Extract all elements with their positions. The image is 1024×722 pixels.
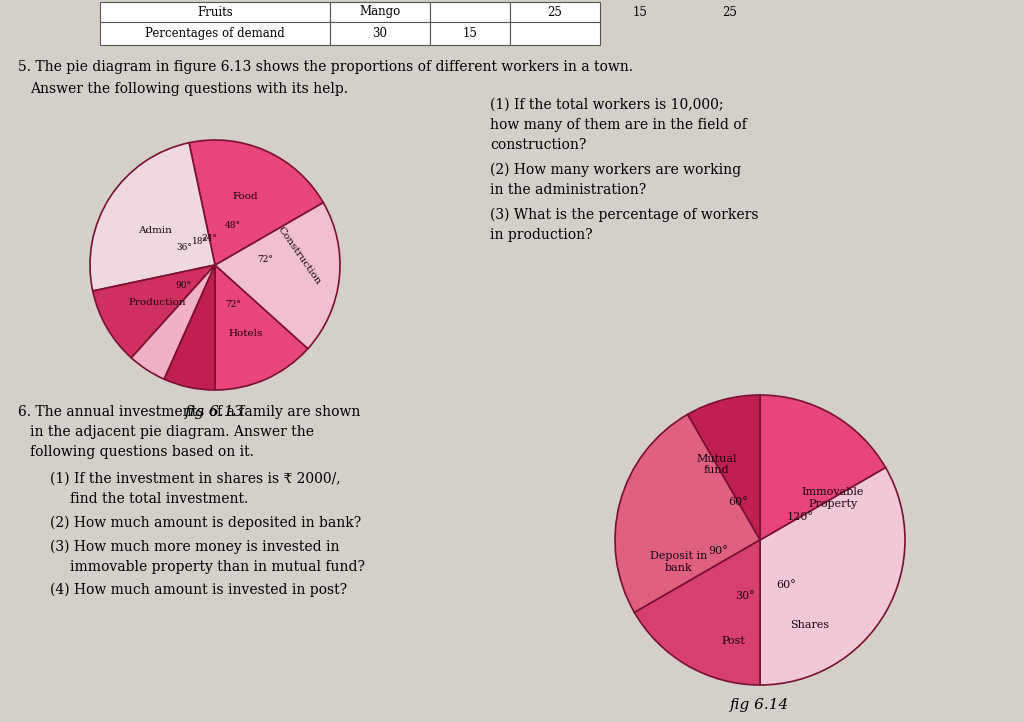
Text: (1) If the investment in shares is ₹ 2000/,: (1) If the investment in shares is ₹ 200… (50, 472, 341, 486)
Text: (3) What is the percentage of workers: (3) What is the percentage of workers (490, 208, 759, 222)
Wedge shape (90, 143, 215, 291)
Text: Hotels: Hotels (228, 329, 263, 338)
Wedge shape (615, 414, 760, 612)
Wedge shape (687, 395, 760, 540)
Bar (510, 2, 600, 22)
Text: 120°: 120° (786, 512, 814, 522)
Text: 15: 15 (633, 6, 647, 19)
Text: fig 6.13: fig 6.13 (185, 405, 245, 419)
Text: fig 6.14: fig 6.14 (730, 698, 790, 712)
Bar (430, 22, 510, 45)
Text: Food: Food (232, 192, 258, 201)
Text: 15: 15 (463, 27, 477, 40)
Text: Post: Post (721, 636, 744, 646)
Text: in production?: in production? (490, 228, 593, 242)
Text: 25: 25 (723, 6, 737, 19)
Text: 90°: 90° (175, 281, 191, 290)
Text: Construction: Construction (276, 225, 323, 287)
Text: Fruits: Fruits (198, 6, 232, 19)
Text: (1) If the total workers is 10,000;: (1) If the total workers is 10,000; (490, 98, 724, 112)
Text: Shares: Shares (790, 620, 828, 630)
Wedge shape (635, 540, 760, 685)
Bar (100, 2, 330, 22)
Text: (4) How much amount is invested in post?: (4) How much amount is invested in post? (50, 583, 347, 597)
Text: 6. The annual investments of a family are shown: 6. The annual investments of a family ar… (18, 405, 360, 419)
Text: 30: 30 (373, 27, 387, 40)
Text: 90°: 90° (709, 547, 728, 556)
Text: 60°: 60° (728, 497, 749, 508)
Wedge shape (215, 202, 340, 349)
Wedge shape (760, 468, 905, 685)
Bar (510, 22, 600, 45)
Text: 36°: 36° (177, 243, 193, 252)
Text: 18°: 18° (193, 238, 208, 246)
Wedge shape (131, 265, 215, 379)
Bar (330, 22, 430, 45)
Text: construction?: construction? (490, 138, 587, 152)
Wedge shape (93, 265, 215, 358)
Text: Production: Production (129, 298, 186, 307)
Wedge shape (189, 140, 324, 265)
Wedge shape (164, 265, 215, 390)
Text: 72°: 72° (225, 300, 241, 310)
Bar (100, 22, 330, 45)
Text: how many of them are in the field of: how many of them are in the field of (490, 118, 746, 132)
Wedge shape (760, 395, 886, 540)
Text: Mango: Mango (359, 6, 400, 19)
Text: Percentages of demand: Percentages of demand (145, 27, 285, 40)
Text: (2) How much amount is deposited in bank?: (2) How much amount is deposited in bank… (50, 516, 361, 531)
Text: Answer the following questions with its help.: Answer the following questions with its … (30, 82, 348, 96)
Text: in the adjacent pie diagram. Answer the: in the adjacent pie diagram. Answer the (30, 425, 314, 439)
Wedge shape (215, 265, 308, 390)
Text: 24°: 24° (202, 234, 217, 243)
Bar (330, 2, 430, 22)
Text: 48°: 48° (225, 220, 241, 230)
Text: Admin: Admin (138, 226, 172, 235)
Text: in the administration?: in the administration? (490, 183, 646, 197)
Text: 25: 25 (548, 6, 562, 19)
Text: following questions based on it.: following questions based on it. (30, 445, 254, 459)
Text: 30°: 30° (735, 591, 755, 601)
Text: Immovable
Property: Immovable Property (802, 487, 864, 509)
Text: Mutual
fund: Mutual fund (696, 454, 736, 476)
Text: 60°: 60° (776, 580, 796, 590)
Text: find the total investment.: find the total investment. (70, 492, 248, 506)
Text: (2) How many workers are working: (2) How many workers are working (490, 163, 741, 178)
Text: immovable property than in mutual fund?: immovable property than in mutual fund? (70, 560, 365, 574)
Text: (3) How much more money is invested in: (3) How much more money is invested in (50, 540, 340, 554)
Text: Deposit in
bank: Deposit in bank (650, 551, 708, 573)
Text: 72°: 72° (257, 256, 272, 264)
Text: 5. The pie diagram in figure 6.13 shows the proportions of different workers in : 5. The pie diagram in figure 6.13 shows … (18, 60, 633, 74)
Bar (430, 2, 510, 22)
